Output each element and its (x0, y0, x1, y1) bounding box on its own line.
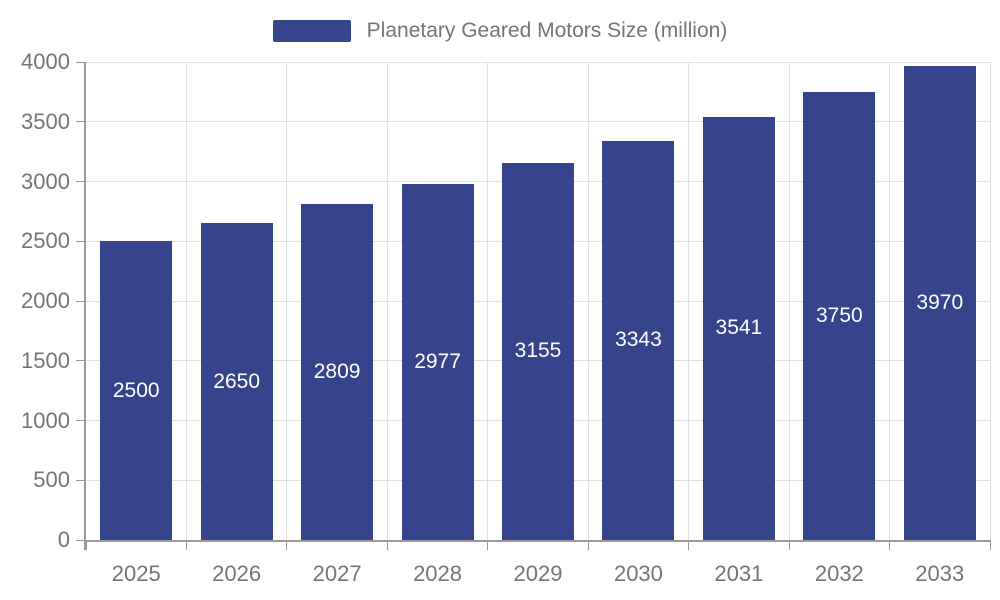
x-axis-line (84, 540, 990, 542)
x-tick-label: 2032 (814, 561, 864, 586)
v-gridline (386, 62, 388, 540)
x-tick (889, 540, 891, 550)
x-tick-label: 2026 (212, 561, 262, 586)
bar-value-label: 2500 (112, 378, 160, 402)
bar-value-label: 3541 (715, 316, 763, 340)
legend[interactable]: Planetary Geared Motors Size (million) (0, 17, 1000, 45)
bar[interactable]: 2809 (301, 204, 374, 540)
legend-label: Planetary Geared Motors Size (million) (366, 19, 728, 42)
bar[interactable]: 2650 (200, 223, 273, 540)
y-tick (76, 181, 84, 182)
x-tick (185, 540, 187, 550)
y-tick-label: 0 (57, 527, 70, 552)
x-tick-label: 2025 (111, 561, 161, 586)
y-tick-label: 2500 (21, 228, 70, 254)
bar[interactable]: 2977 (401, 184, 474, 540)
y-tick-label: 3500 (21, 108, 70, 134)
h-gridline (86, 61, 990, 63)
v-gridline (688, 62, 690, 540)
bar-value-label: 3343 (615, 328, 662, 352)
y-tick-label: 3000 (21, 168, 70, 194)
x-tick (587, 540, 589, 550)
y-tick (76, 360, 84, 362)
x-tick (386, 540, 388, 550)
v-gridline (185, 62, 187, 540)
x-tick (85, 540, 87, 550)
bar-value-label: 3155 (514, 339, 562, 363)
x-tick-label: 2028 (413, 561, 463, 586)
y-tick-label: 2000 (21, 288, 70, 313)
x-tick-label: 2031 (714, 561, 764, 586)
bar-value-label: 2977 (414, 350, 461, 374)
bar-value-label: 2809 (313, 360, 361, 384)
x-tick (688, 540, 690, 550)
x-tick (487, 540, 489, 550)
x-tick-label: 2033 (915, 561, 965, 586)
bar[interactable]: 3750 (803, 91, 876, 540)
y-tick (76, 539, 84, 541)
v-gridline (587, 62, 589, 540)
bar[interactable]: 3155 (502, 162, 574, 540)
bar-value-label: 2650 (213, 369, 261, 393)
bar[interactable]: 3970 (903, 65, 976, 540)
y-tick-label: 500 (33, 467, 70, 493)
bar-value-label: 3970 (916, 290, 964, 314)
v-gridline (889, 62, 891, 540)
x-tick-label: 2030 (613, 561, 663, 586)
bar[interactable]: 2500 (100, 241, 173, 540)
bar-value-label: 3750 (815, 303, 863, 327)
v-gridline (788, 62, 790, 540)
y-tick (76, 420, 84, 421)
y-tick (76, 240, 84, 242)
y-tick (76, 479, 84, 481)
bar[interactable]: 3343 (602, 140, 675, 540)
v-gridline (286, 62, 288, 540)
bar[interactable]: 3541 (702, 116, 775, 540)
y-tick (76, 300, 84, 302)
y-tick-label: 4000 (21, 49, 70, 74)
v-gridline (487, 62, 489, 540)
y-tick (76, 121, 84, 123)
x-tick (788, 540, 790, 550)
y-tick-label: 1500 (21, 347, 70, 373)
x-tick (989, 540, 991, 550)
y-tick-label: 1000 (21, 407, 70, 433)
h-gridline (86, 121, 990, 123)
x-tick-label: 2029 (513, 561, 563, 586)
y-axis-line (84, 62, 86, 550)
legend-swatch (272, 20, 351, 42)
x-tick (286, 540, 288, 550)
x-tick-label: 2027 (312, 561, 362, 586)
v-gridline (989, 62, 991, 540)
y-tick (76, 61, 84, 63)
